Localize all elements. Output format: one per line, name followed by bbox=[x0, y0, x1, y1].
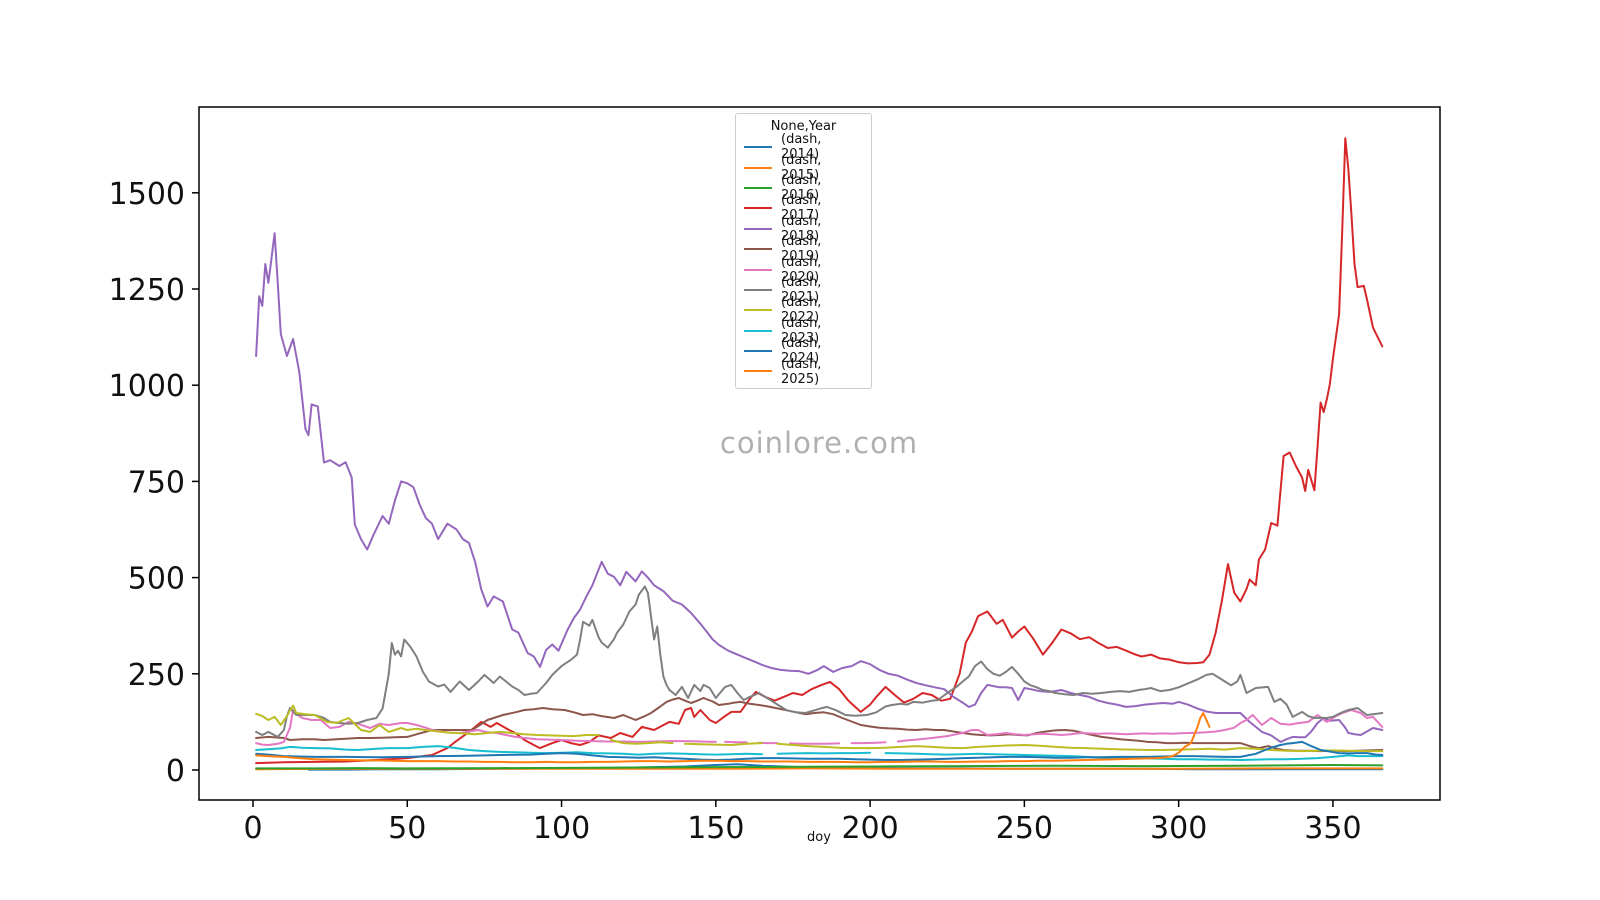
legend-entry-label: (dash, 2023) bbox=[781, 315, 822, 346]
legend-entry-label: (dash, 2016) bbox=[781, 172, 822, 203]
legend-title: None,Year bbox=[770, 119, 837, 134]
legend-entry: (dash, 2019) bbox=[744, 234, 863, 264]
series-(dash, 2018) bbox=[255, 232, 1384, 743]
legend-entry-label: (dash, 2022) bbox=[781, 295, 822, 326]
x-tick-label: 200 bbox=[841, 811, 898, 846]
x-tick-label: 100 bbox=[533, 811, 590, 846]
legend-entry: (dash, 2022) bbox=[744, 295, 863, 325]
y-tick-label: 1500 bbox=[109, 177, 185, 212]
legend-line-swatch bbox=[744, 227, 772, 230]
x-axis-label: doy bbox=[807, 830, 831, 845]
legend-line-swatch bbox=[744, 166, 772, 169]
series-(dash, 2017) bbox=[255, 137, 1384, 765]
legend-entry-label: (dash, 2024) bbox=[781, 336, 822, 367]
legend-entry-label: (dash, 2018) bbox=[781, 213, 822, 244]
legend: None,Year (dash, 2014) (dash, 2015) (dash,… bbox=[735, 113, 872, 389]
x-tick-label: 150 bbox=[687, 811, 744, 846]
legend-entry: (dash, 2023) bbox=[744, 316, 863, 346]
legend-line-swatch bbox=[744, 288, 772, 291]
legend-line-swatch bbox=[744, 268, 772, 271]
series-(dash, 2020) bbox=[255, 709, 1384, 746]
series-(dash, 2022) bbox=[255, 704, 1384, 753]
legend-entry: (dash, 2014) bbox=[744, 132, 863, 162]
legend-line-swatch bbox=[744, 370, 772, 373]
y-tick-label: 0 bbox=[166, 754, 185, 789]
series-(dash, 2016) bbox=[255, 764, 1384, 770]
legend-entry: (dash, 2016) bbox=[744, 173, 863, 203]
plot-border bbox=[198, 106, 1441, 801]
legend-line-swatch bbox=[744, 248, 772, 251]
legend-entry: (dash, 2017) bbox=[744, 193, 863, 223]
legend-entry: (dash, 2020) bbox=[744, 255, 863, 285]
legend-line-swatch bbox=[744, 309, 772, 312]
legend-line-swatch bbox=[744, 146, 772, 149]
y-tick-label: 750 bbox=[128, 465, 185, 500]
series-(dash, 2021) bbox=[255, 585, 1384, 738]
legend-entry: (dash, 2025) bbox=[744, 357, 863, 387]
legend-entry-label: (dash, 2017) bbox=[781, 193, 822, 224]
x-tick-label: 0 bbox=[243, 811, 262, 846]
y-tick-label: 250 bbox=[128, 658, 185, 693]
legend-entry: (dash, 2021) bbox=[744, 275, 863, 305]
legend-entry-label: (dash, 2021) bbox=[781, 274, 822, 305]
legend-entry-label: (dash, 2020) bbox=[781, 254, 822, 285]
series-(dash, 2025) bbox=[255, 712, 1211, 764]
legend-line-swatch bbox=[744, 329, 772, 332]
legend-entry: (dash, 2018) bbox=[744, 214, 863, 244]
legend-entry: (dash, 2015) bbox=[744, 153, 863, 183]
series-(dash, 2019) bbox=[255, 697, 1384, 753]
x-tick-label: 350 bbox=[1304, 811, 1361, 846]
legend-entry-label: (dash, 2014) bbox=[781, 132, 822, 163]
legend-entry-label: (dash, 2025) bbox=[781, 356, 822, 387]
y-tick-label: 500 bbox=[128, 562, 185, 597]
legend-entry-label: (dash, 2019) bbox=[781, 234, 822, 265]
watermark: coinlore.com bbox=[719, 426, 919, 460]
x-tick-label: 50 bbox=[388, 811, 426, 846]
legend-line-swatch bbox=[744, 350, 772, 353]
x-tick-label: 300 bbox=[1150, 811, 1207, 846]
y-tick-label: 1000 bbox=[109, 369, 185, 404]
legend-entry-label: (dash, 2015) bbox=[781, 152, 822, 183]
series-(dash, 2024) bbox=[255, 740, 1384, 761]
x-tick-label: 250 bbox=[996, 811, 1053, 846]
legend-line-swatch bbox=[744, 207, 772, 210]
legend-entry: (dash, 2024) bbox=[744, 336, 863, 366]
y-tick-label: 1250 bbox=[109, 273, 185, 308]
legend-line-swatch bbox=[744, 186, 772, 189]
